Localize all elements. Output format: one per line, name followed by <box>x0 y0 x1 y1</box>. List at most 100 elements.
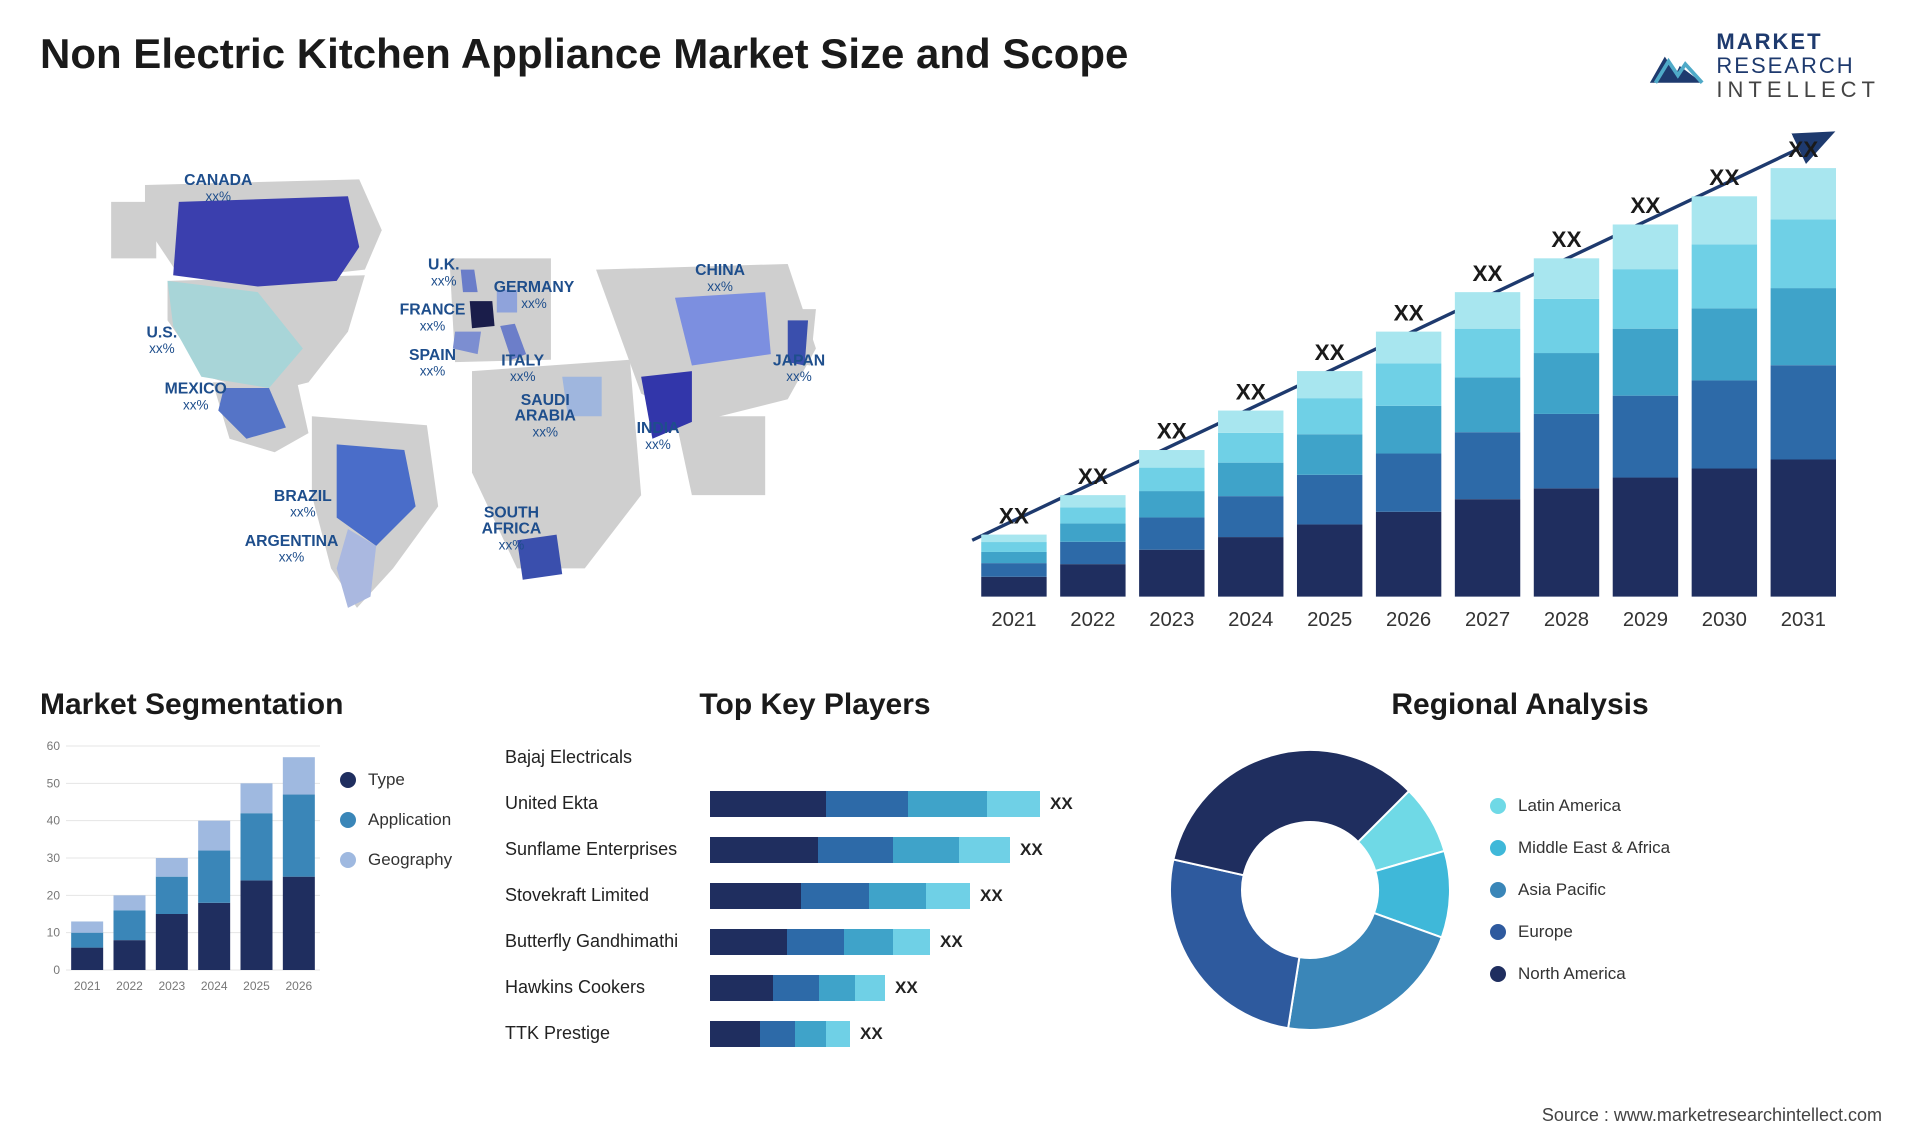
player-row: Sunflame Enterprises XX <box>505 832 1125 868</box>
seg-bar-seg <box>114 940 146 970</box>
segmentation-bar-chart: 0102030405060202120222023202420252026 <box>40 740 320 1040</box>
legend-dot-icon <box>340 772 356 788</box>
player-name: Butterfly Gandhimathi <box>505 931 710 952</box>
legend-dot-icon <box>1490 840 1506 856</box>
growth-bar-seg <box>1297 398 1362 434</box>
growth-bar-seg <box>1455 292 1520 329</box>
growth-year-label: 2026 <box>1386 608 1431 630</box>
seg-bar-seg <box>241 783 273 813</box>
growth-bar-seg <box>1455 377 1520 432</box>
growth-bar-seg <box>1376 405 1441 453</box>
svg-text:xx%: xx% <box>183 397 209 412</box>
logo-line2: RESEARCH <box>1716 54 1880 78</box>
seg-bar-seg <box>156 914 188 970</box>
svg-text:xx%: xx% <box>786 369 812 384</box>
player-row: Butterfly GandhimathiXX <box>505 924 1125 960</box>
map-label: SAUDI <box>521 391 570 408</box>
growth-bar-seg <box>1771 365 1836 459</box>
growth-bar-seg <box>1060 507 1125 523</box>
map-label: JAPAN <box>773 352 825 369</box>
svg-text:xx%: xx% <box>279 549 305 564</box>
legend-dot-icon <box>340 852 356 868</box>
players-title: Top Key Players <box>505 688 1125 722</box>
legend-label: Middle East & Africa <box>1518 838 1670 858</box>
growth-bar-seg <box>1376 331 1441 363</box>
brand-logo: MARKET RESEARCH INTELLECT <box>1648 30 1880 103</box>
player-name: Hawkins Cookers <box>505 977 710 998</box>
legend-dot-icon <box>1490 798 1506 814</box>
growth-bar-seg <box>1692 244 1757 308</box>
legend-dot-icon <box>1490 882 1506 898</box>
seg-bar-seg <box>198 850 230 902</box>
growth-bar-seg <box>981 534 1046 541</box>
legend-item: Europe <box>1490 922 1670 942</box>
player-name: TTK Prestige <box>505 1023 710 1044</box>
growth-bar-seg <box>1534 258 1599 299</box>
player-bar-seg <box>818 837 893 863</box>
growth-bar-seg <box>1297 524 1362 596</box>
map-label: BRAZIL <box>274 487 332 504</box>
player-bar-seg <box>908 791 987 817</box>
svg-text:xx%: xx% <box>420 363 446 378</box>
map-region-na_canada <box>173 196 359 286</box>
growth-year-label: 2024 <box>1228 608 1273 630</box>
player-name: Bajaj Electricals <box>505 747 710 768</box>
player-bar-seg <box>844 929 892 955</box>
growth-bar-seg <box>1297 371 1362 398</box>
svg-text:xx%: xx% <box>499 537 525 552</box>
growth-chart-panel: XX2021XX2022XX2023XX2024XX2025XX2026XX20… <box>944 123 1880 653</box>
legend-dot-icon <box>1490 966 1506 982</box>
growth-year-label: 2021 <box>991 608 1036 630</box>
map-label: CHINA <box>695 262 745 279</box>
legend-label: Application <box>368 810 451 830</box>
player-value-label: XX <box>1050 794 1073 814</box>
growth-value-label: XX <box>1551 227 1581 252</box>
growth-bar-seg <box>1139 450 1204 468</box>
growth-value-label: XX <box>1078 463 1108 488</box>
svg-text:2022: 2022 <box>116 979 143 993</box>
growth-bar-seg <box>1060 523 1125 541</box>
legend-item: North America <box>1490 964 1670 984</box>
growth-bar-seg <box>1771 219 1836 288</box>
donut-slice <box>1288 913 1442 1030</box>
growth-bar-seg <box>981 576 1046 596</box>
growth-bar-seg <box>1692 468 1757 596</box>
map-label: FRANCE <box>400 301 466 318</box>
growth-bar-seg <box>1218 537 1283 597</box>
growth-year-label: 2027 <box>1465 608 1510 630</box>
player-value-label: XX <box>1020 840 1043 860</box>
svg-text:2023: 2023 <box>158 979 185 993</box>
legend-dot-icon <box>340 812 356 828</box>
legend-item: Type <box>340 770 452 790</box>
svg-text:xx%: xx% <box>521 295 547 310</box>
player-row: United EktaXX <box>505 786 1125 822</box>
svg-text:xx%: xx% <box>206 188 232 203</box>
growth-bar-chart: XX2021XX2022XX2023XX2024XX2025XX2026XX20… <box>944 123 1880 653</box>
growth-bar-seg <box>1534 413 1599 487</box>
legend-dot-icon <box>1490 924 1506 940</box>
player-name: Sunflame Enterprises <box>505 839 710 860</box>
map-label: ITALY <box>501 352 544 369</box>
player-bar-seg <box>926 883 970 909</box>
map-label: ARGENTINA <box>245 532 339 549</box>
growth-bar-seg <box>981 542 1046 552</box>
svg-text:xx%: xx% <box>149 341 175 356</box>
seg-bar-seg <box>241 880 273 970</box>
svg-text:2026: 2026 <box>285 979 312 993</box>
player-bar-seg <box>760 1021 795 1047</box>
donut-slice <box>1170 859 1299 1028</box>
seg-bar-seg <box>114 910 146 940</box>
seg-bar-seg <box>71 932 103 947</box>
growth-bar-seg <box>1139 517 1204 549</box>
growth-bar-seg <box>1297 434 1362 475</box>
player-value-label: XX <box>980 886 1003 906</box>
growth-bar-seg <box>1455 328 1520 377</box>
growth-value-label: XX <box>1394 300 1424 325</box>
growth-bar-seg <box>1534 488 1599 596</box>
player-row: Stovekraft LimitedXX <box>505 878 1125 914</box>
players-panel: Top Key Players Bajaj Electricals United … <box>505 688 1125 1068</box>
map-label: SOUTH <box>484 504 539 521</box>
growth-bar-seg <box>1455 499 1520 596</box>
player-bar <box>710 929 930 955</box>
map-label: CANADA <box>184 172 252 189</box>
